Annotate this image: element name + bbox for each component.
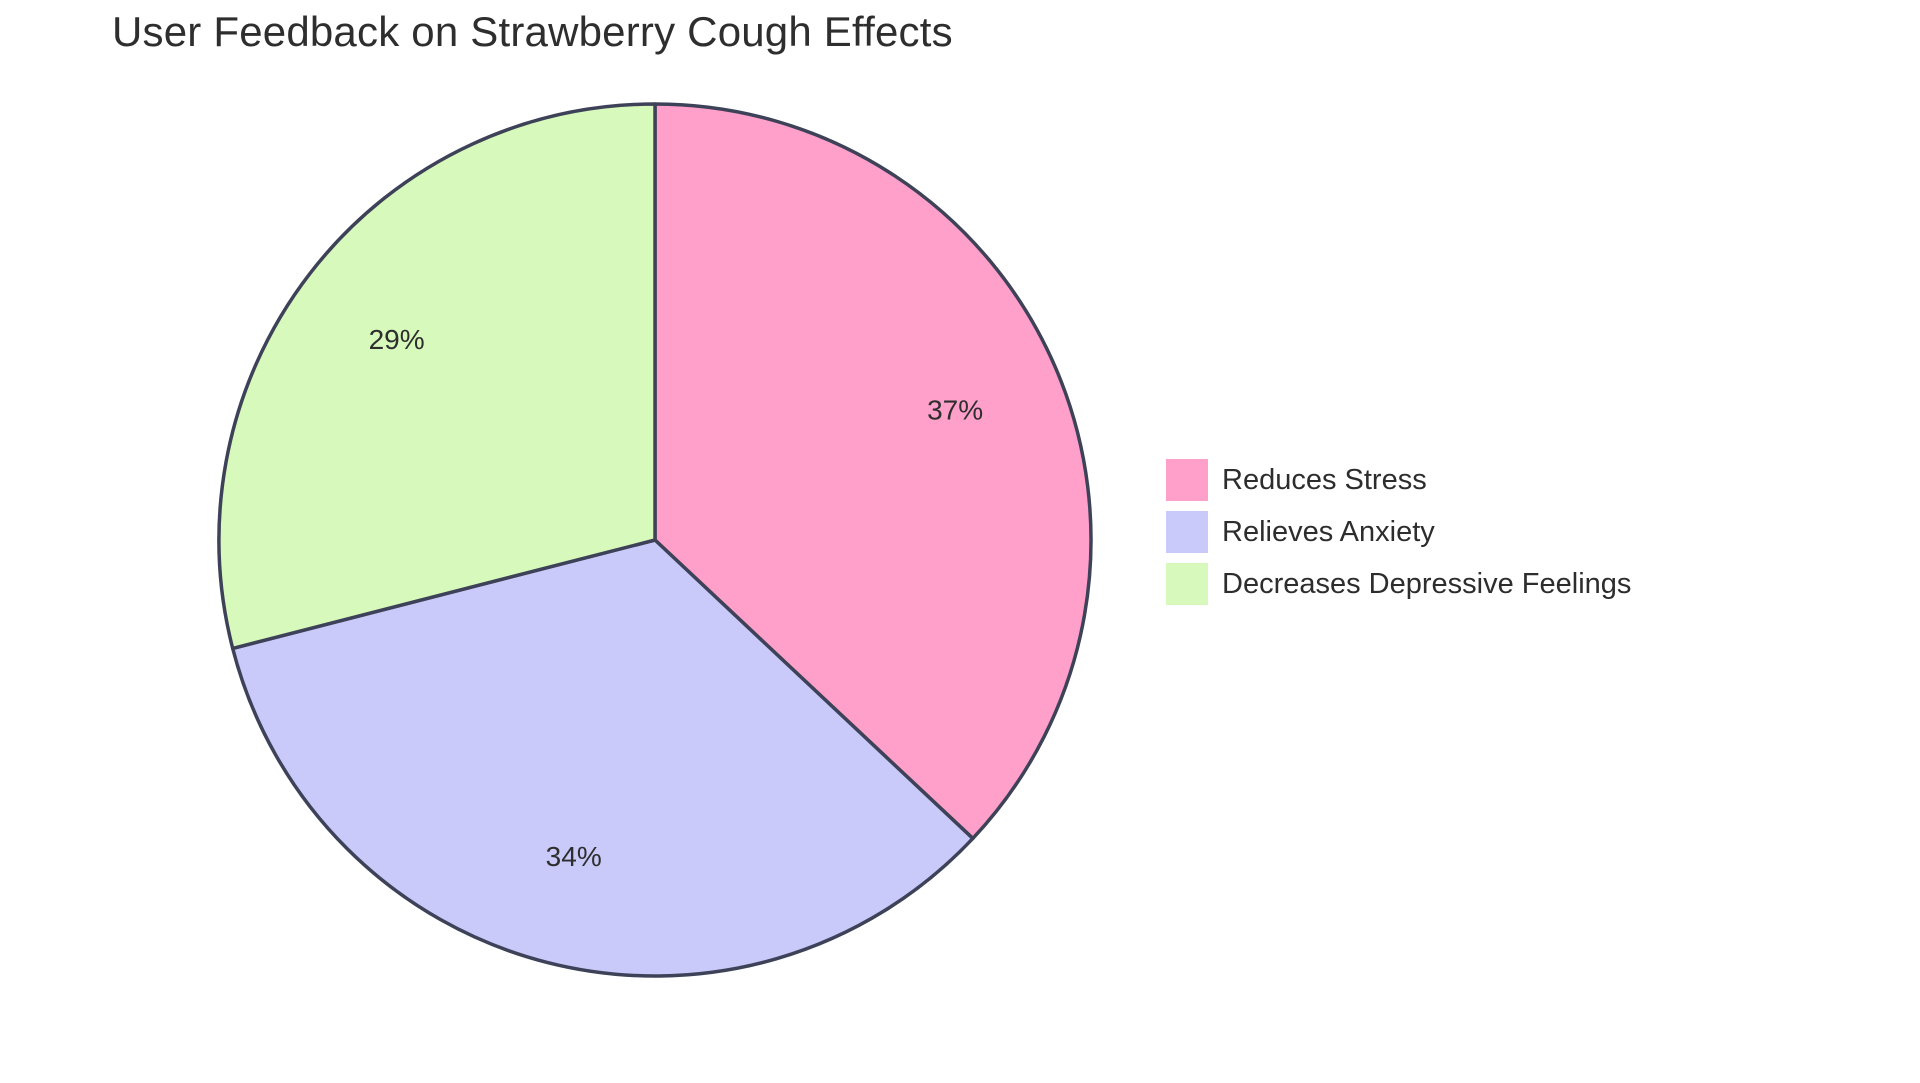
chart-title: User Feedback on Strawberry Cough Effect…	[112, 8, 953, 55]
legend-swatch-relieves-anxiety	[1166, 511, 1208, 553]
legend-item-reduces-stress[interactable]: Reduces Stress	[1166, 459, 1631, 501]
legend-label: Relieves Anxiety	[1222, 515, 1435, 548]
pie-chart: 37%34%29%	[217, 102, 1093, 978]
legend-item-relieves-anxiety[interactable]: Relieves Anxiety	[1166, 511, 1631, 553]
legend: Reduces Stress Relieves Anxiety Decrease…	[1166, 459, 1631, 605]
pie-slice-reduces-stress[interactable]	[653, 102, 1093, 841]
pie-slice-relieves-anxiety[interactable]	[230, 538, 975, 978]
legend-item-decreases-depressive-feelings[interactable]: Decreases Depressive Feelings	[1166, 563, 1631, 605]
legend-label: Decreases Depressive Feelings	[1222, 567, 1632, 600]
legend-swatch-reduces-stress	[1166, 459, 1208, 501]
pie-slice-decreases-depressive-feelings[interactable]	[217, 102, 657, 651]
legend-swatch-decreases-depressive-feelings	[1166, 563, 1208, 605]
legend-label: Reduces Stress	[1222, 463, 1427, 496]
